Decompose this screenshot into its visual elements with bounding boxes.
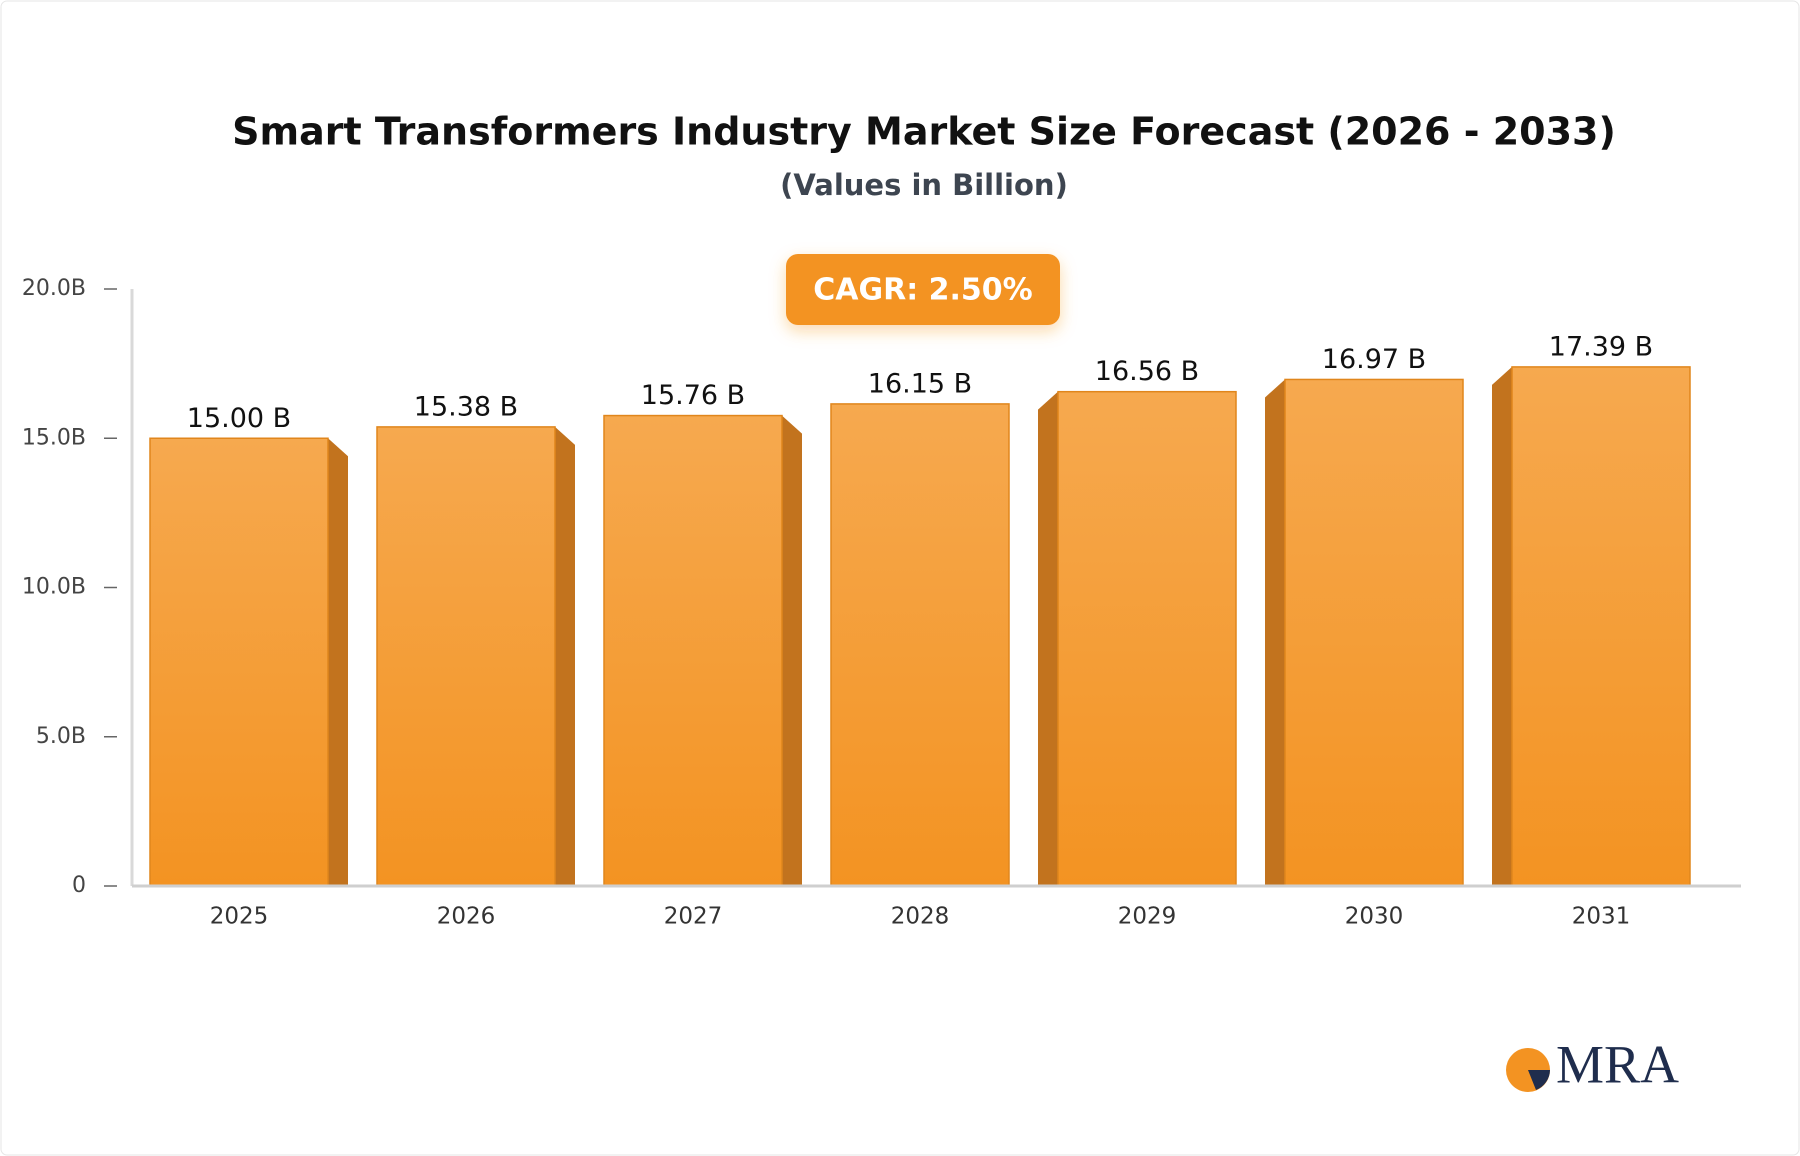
cagr-label: CAGR: 2.50%: [813, 273, 1032, 308]
value-label: 17.39 B: [1549, 331, 1653, 362]
x-tick-label: 2028: [891, 904, 950, 930]
value-label: 16.15 B: [868, 368, 972, 399]
y-tick-label: 5.0B: [36, 724, 86, 749]
y-tick-label: 0: [72, 873, 86, 898]
bar: [149, 437, 329, 887]
x-tick-label: 2030: [1345, 904, 1404, 930]
bar-side: [1492, 366, 1512, 886]
value-label: 15.76 B: [641, 380, 745, 411]
bar: [1511, 366, 1691, 887]
cagr-badge: [786, 254, 1060, 325]
x-tick-label: 2027: [664, 904, 723, 930]
bar: [830, 403, 1010, 887]
value-label: 15.00 B: [187, 403, 291, 434]
value-label: 16.56 B: [1095, 356, 1199, 387]
chart-title: Smart Transformers Industry Market Size …: [232, 110, 1616, 154]
bar: [1284, 378, 1464, 887]
bar: [603, 414, 783, 887]
bar: [1057, 390, 1237, 887]
bar-side: [328, 438, 348, 886]
bar-side: [555, 426, 575, 886]
x-tick-label: 2026: [437, 904, 496, 930]
y-tick-label: 15.0B: [22, 425, 86, 450]
logo-slice: [1528, 1070, 1550, 1090]
bar-side: [1265, 379, 1285, 886]
y-tick-label: 20.0B: [22, 276, 86, 301]
logo: MRA: [1506, 1034, 1679, 1094]
y-tick-label: 10.0B: [22, 575, 86, 600]
chart-subtitle: (Values in Billion): [780, 168, 1068, 202]
bar: [376, 426, 556, 887]
x-tick-label: 2029: [1118, 904, 1177, 930]
x-tick-label: 2031: [1572, 904, 1631, 930]
value-label: 15.38 B: [414, 391, 518, 422]
bar-side: [1038, 391, 1058, 886]
logo-text: MRA: [1556, 1034, 1679, 1094]
value-label: 16.97 B: [1322, 344, 1426, 375]
x-tick-label: 2025: [210, 904, 269, 930]
bar-side: [782, 415, 802, 886]
